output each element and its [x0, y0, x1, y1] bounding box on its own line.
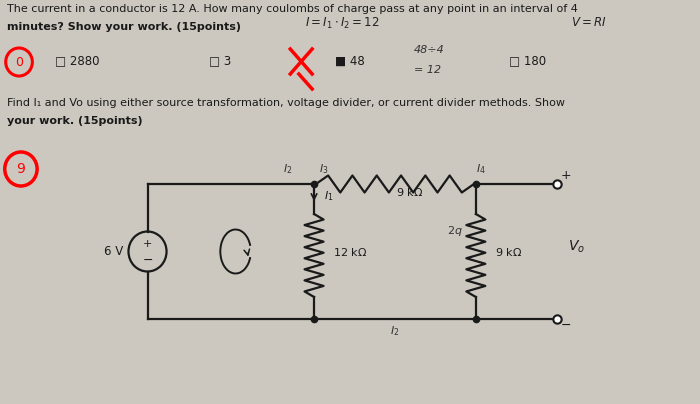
Text: □ 180: □ 180: [509, 55, 546, 67]
Text: minutes? Show your work. (15points): minutes? Show your work. (15points): [7, 22, 241, 32]
Text: $V = RI$: $V = RI$: [571, 16, 607, 29]
Text: 9: 9: [17, 162, 25, 176]
Text: $I_2$: $I_2$: [391, 324, 400, 338]
Text: $I = I_1 \cdot I_2 = 12$: $I = I_1 \cdot I_2 = 12$: [304, 16, 379, 31]
Text: □ 2880: □ 2880: [55, 55, 99, 67]
Text: Find I₁ and Vo using either source transformation, voltage divider, or current d: Find I₁ and Vo using either source trans…: [7, 98, 565, 108]
Text: $I_1$: $I_1$: [323, 189, 333, 203]
Text: +: +: [561, 169, 572, 182]
Text: −: −: [142, 254, 153, 267]
Text: = 12: = 12: [414, 65, 441, 75]
Text: 0: 0: [15, 55, 23, 69]
Text: $2q$: $2q$: [447, 223, 463, 238]
Text: 9 k$\Omega$: 9 k$\Omega$: [495, 246, 522, 257]
Text: 6 V: 6 V: [104, 245, 124, 258]
Text: +: +: [143, 240, 152, 250]
Text: −: −: [561, 319, 571, 332]
Text: $V_o$: $V_o$: [568, 238, 585, 255]
Text: your work. (15points): your work. (15points): [7, 116, 142, 126]
Text: $I_4$: $I_4$: [476, 162, 486, 176]
Text: 9 k$\Omega$: 9 k$\Omega$: [395, 186, 423, 198]
Text: 48÷4: 48÷4: [414, 45, 444, 55]
Text: $I_3$: $I_3$: [318, 162, 328, 176]
Text: ■ 48: ■ 48: [335, 55, 365, 67]
Text: $I_2$: $I_2$: [283, 162, 292, 176]
Text: 12 k$\Omega$: 12 k$\Omega$: [333, 246, 368, 257]
Text: □ 3: □ 3: [209, 55, 232, 67]
Text: The current in a conductor is 12 A. How many coulombs of charge pass at any poin: The current in a conductor is 12 A. How …: [7, 4, 578, 14]
